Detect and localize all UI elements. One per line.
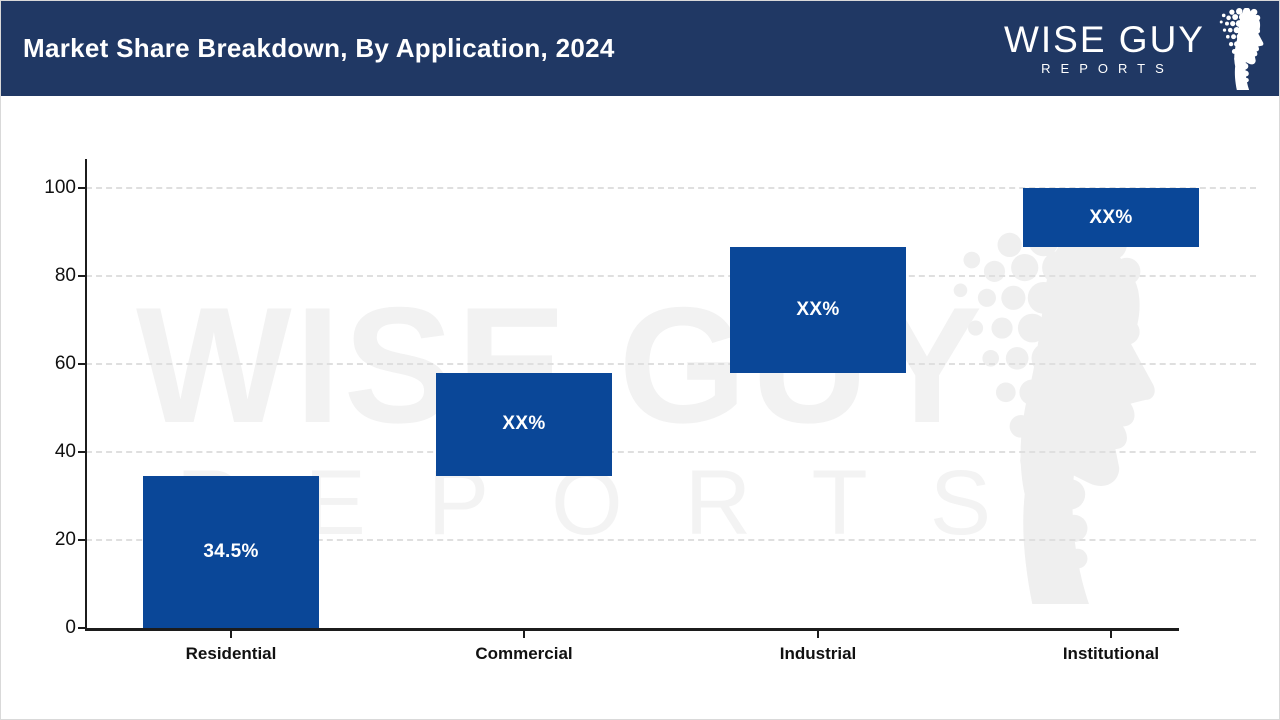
x-axis-line <box>85 628 1179 631</box>
y-tick-label: 0 <box>65 617 76 638</box>
x-axis-label-commercial: Commercial <box>475 644 573 663</box>
y-tick-mark <box>78 187 86 189</box>
watermark-head-icon <box>896 226 1161 604</box>
wiseguy-head-icon <box>1207 8 1265 90</box>
x-tick-mark <box>230 631 232 638</box>
gridline-y60 <box>86 363 1256 365</box>
y-tick-mark <box>78 539 86 541</box>
gridline-y40 <box>86 451 1256 453</box>
header-bar: Market Share Breakdown, By Application, … <box>1 1 1279 96</box>
plot-area: WISE GUY REPORTS 0 20 40 60 80 100 34.5% Reside… <box>1 96 1279 719</box>
logo-text: WISE GUY REPORTS <box>1004 21 1205 76</box>
bar-institutional: XX% <box>1023 188 1199 248</box>
logo-wordmark: WISE GUY <box>1003 19 1205 60</box>
y-tick-mark <box>78 627 86 629</box>
bar-value-label-industrial: XX% <box>796 299 840 321</box>
y-axis-line <box>85 159 87 631</box>
x-tick-mark <box>523 631 525 638</box>
bar-industrial: XX% <box>730 247 906 373</box>
bar-value-label-residential: 34.5% <box>203 541 259 563</box>
y-tick-label: 20 <box>54 529 76 550</box>
x-axis-label-industrial: Industrial <box>779 644 857 663</box>
y-tick-mark <box>78 363 86 365</box>
gridline-y80 <box>86 275 1256 277</box>
wiseguy-logo: WISE GUY REPORTS <box>1004 8 1265 90</box>
bar-value-label-commercial: XX% <box>502 413 546 435</box>
x-axis-label-residential: Residential <box>185 644 277 663</box>
logo-subtitle: REPORTS <box>1041 61 1174 76</box>
y-tick-mark <box>78 451 86 453</box>
y-tick-label: 80 <box>54 265 76 286</box>
bar-residential: 34.5% <box>143 476 319 628</box>
gridline-y100 <box>86 187 1256 189</box>
page-title: Market Share Breakdown, By Application, … <box>23 33 615 63</box>
y-tick-mark <box>78 275 86 277</box>
gridline-y20 <box>86 539 1256 541</box>
y-tick-label: 100 <box>44 177 76 198</box>
bar-value-label-institutional: XX% <box>1089 206 1133 228</box>
y-tick-label: 60 <box>54 353 76 374</box>
x-axis-label-institutional: Institutional <box>1062 644 1160 663</box>
x-tick-mark <box>817 631 819 638</box>
y-tick-label: 40 <box>54 441 76 462</box>
bar-commercial: XX% <box>436 372 612 477</box>
x-tick-mark <box>1110 631 1112 638</box>
